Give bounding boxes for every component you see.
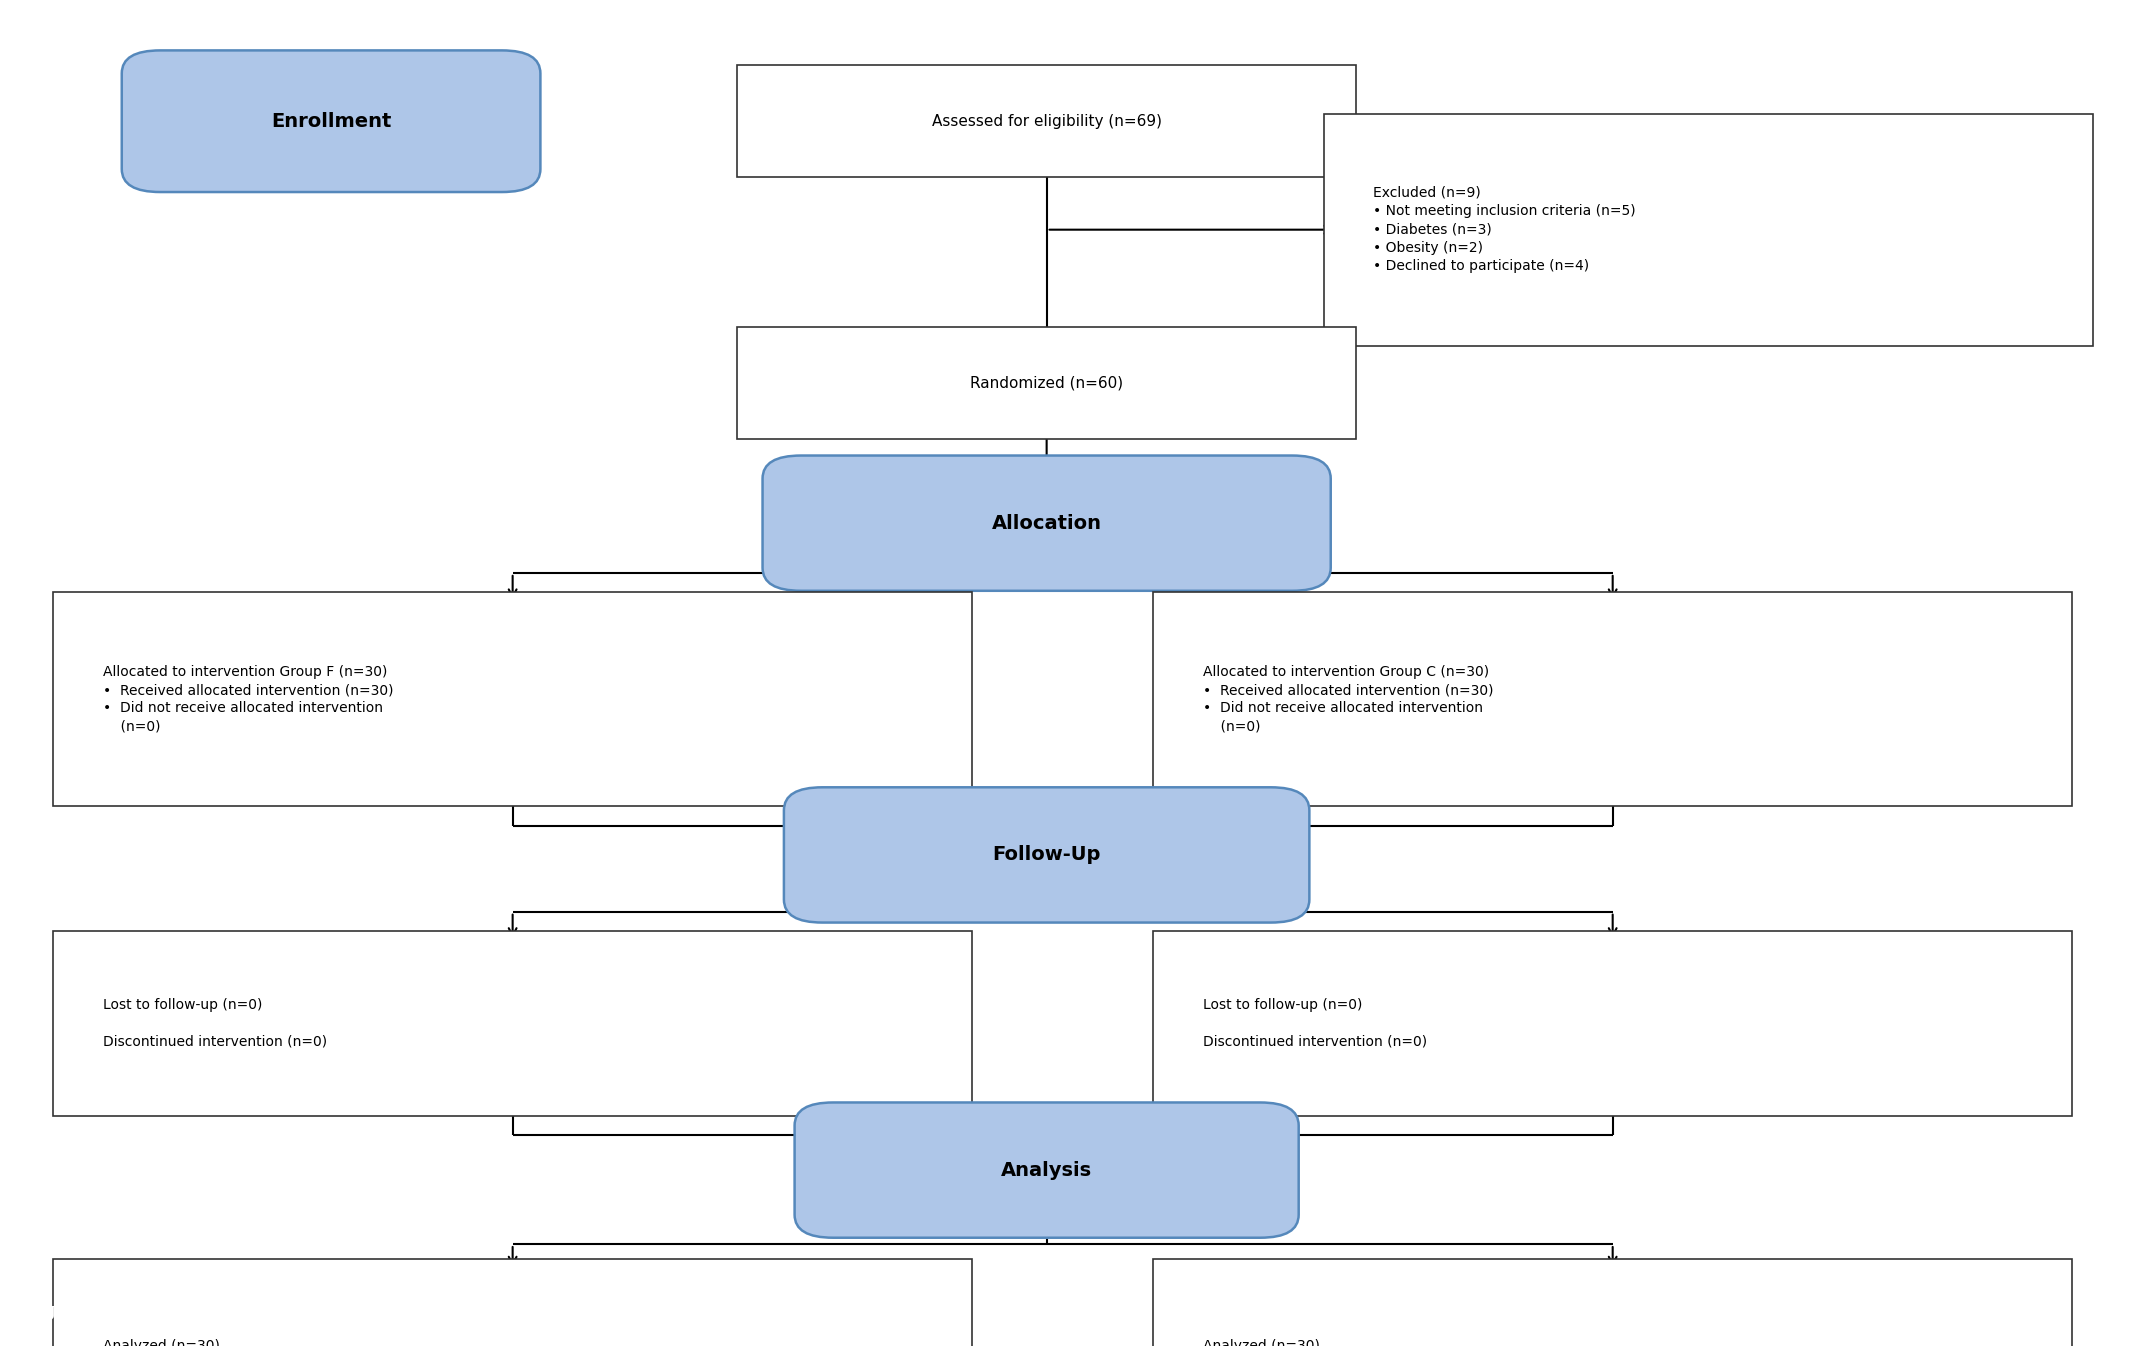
FancyBboxPatch shape (53, 1260, 972, 1346)
Text: Follow-Up: Follow-Up (993, 845, 1100, 864)
Text: Allocation: Allocation (991, 514, 1102, 533)
FancyBboxPatch shape (122, 50, 540, 192)
FancyBboxPatch shape (1324, 113, 2093, 346)
Text: Excluded (n=9)
• Not meeting inclusion criteria (n=5)
• Diabetes (n=3)
• Obesity: Excluded (n=9) • Not meeting inclusion c… (1373, 186, 1636, 273)
FancyBboxPatch shape (763, 455, 1331, 591)
FancyBboxPatch shape (53, 931, 972, 1116)
Text: Allocated to intervention Group C (n=30)
•  Received allocated intervention (n=3: Allocated to intervention Group C (n=30)… (1203, 665, 1493, 734)
FancyBboxPatch shape (737, 327, 1356, 439)
Text: Assessed for eligibility (n=69): Assessed for eligibility (n=69) (931, 113, 1162, 129)
Text: Analyzed (n=30)
•  Excluded from analysis (n=0): Analyzed (n=30) • Excluded from analysis… (1203, 1339, 1425, 1346)
Text: Analyzed (n=30)
•  Excluded from analysis (n=0): Analyzed (n=30) • Excluded from analysis… (103, 1339, 325, 1346)
Text: Enrollment: Enrollment (271, 112, 391, 131)
FancyBboxPatch shape (795, 1102, 1299, 1238)
Text: Lost to follow-up (n=0)

Discontinued intervention (n=0): Lost to follow-up (n=0) Discontinued int… (103, 997, 327, 1049)
Text: Analysis: Analysis (1002, 1160, 1091, 1179)
Text: Randomized (n=60): Randomized (n=60) (970, 376, 1124, 390)
FancyBboxPatch shape (53, 592, 972, 806)
FancyBboxPatch shape (737, 65, 1356, 178)
FancyBboxPatch shape (1153, 931, 2072, 1116)
Text: Figure 1. CONSORT flow diagram: Figure 1. CONSORT flow diagram (21, 1302, 389, 1320)
FancyBboxPatch shape (1153, 592, 2072, 806)
FancyBboxPatch shape (784, 787, 1309, 922)
FancyBboxPatch shape (1153, 1260, 2072, 1346)
Text: Lost to follow-up (n=0)

Discontinued intervention (n=0): Lost to follow-up (n=0) Discontinued int… (1203, 997, 1427, 1049)
Text: Allocated to intervention Group F (n=30)
•  Received allocated intervention (n=3: Allocated to intervention Group F (n=30)… (103, 665, 393, 734)
